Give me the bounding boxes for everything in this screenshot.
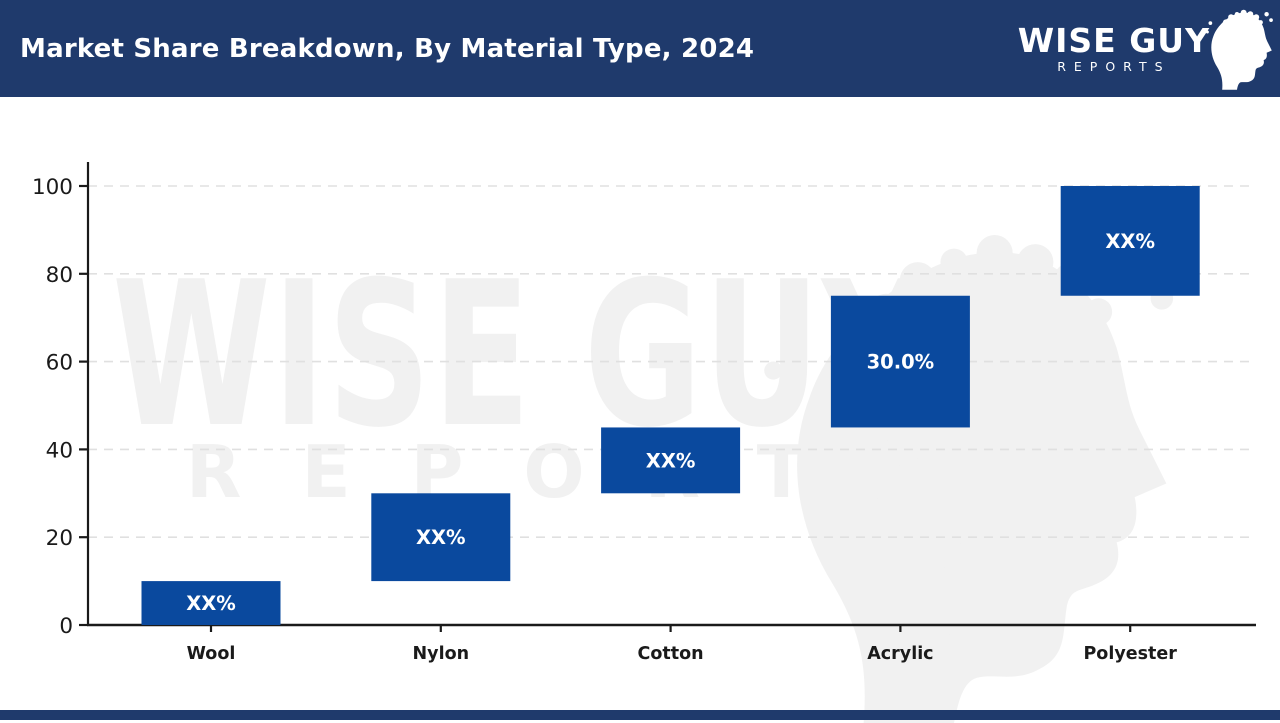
bar-value-label-nylon: XX% — [416, 526, 466, 549]
x-category-label-polyester: Polyester — [1083, 644, 1177, 664]
bar-polyester — [1060, 186, 1200, 296]
chart-title: Market Share Breakdown, By Material Type… — [20, 33, 755, 64]
bar-acrylic — [830, 295, 970, 428]
bar-value-label-wool: XX% — [186, 592, 236, 615]
y-tick-label-60: 60 — [46, 351, 73, 376]
logo-wordmark: WISE GUY — [1017, 20, 1210, 60]
x-category-label-cotton: Cotton — [638, 644, 704, 664]
wise-guy-face-icon — [1205, 9, 1273, 90]
bar-value-label-polyester: XX% — [1105, 230, 1155, 253]
watermark-wordmark: WISE GUY — [112, 239, 928, 472]
bar-value-label-cotton: XX% — [646, 449, 696, 472]
bar-nylon — [371, 493, 511, 582]
y-tick-label-20: 20 — [46, 526, 73, 551]
bar-value-label-acrylic: 30.0% — [867, 351, 935, 374]
logo-wordmark-block: WISE GUY REPORTS — [1018, 24, 1210, 74]
y-tick-label-40: 40 — [46, 438, 73, 463]
footer-bar — [0, 710, 1280, 720]
x-category-label-nylon: Nylon — [413, 644, 470, 664]
y-tick-label-100: 100 — [32, 175, 73, 200]
x-category-label-wool: Wool — [187, 644, 236, 664]
bar-cotton — [601, 427, 741, 494]
header-bar: Market Share Breakdown, By Material Type… — [0, 0, 1280, 97]
logo-reports-text: REPORTS — [1057, 58, 1171, 74]
wise-guy-logo: WISE GUY REPORTS — [1018, 0, 1274, 97]
y-tick-label-80: 80 — [46, 263, 73, 288]
y-tick-label-0: 0 — [59, 614, 73, 639]
x-category-label-acrylic: Acrylic — [867, 644, 933, 664]
watermark-reports: REPORTS — [186, 430, 978, 514]
bar-wool — [141, 581, 281, 625]
